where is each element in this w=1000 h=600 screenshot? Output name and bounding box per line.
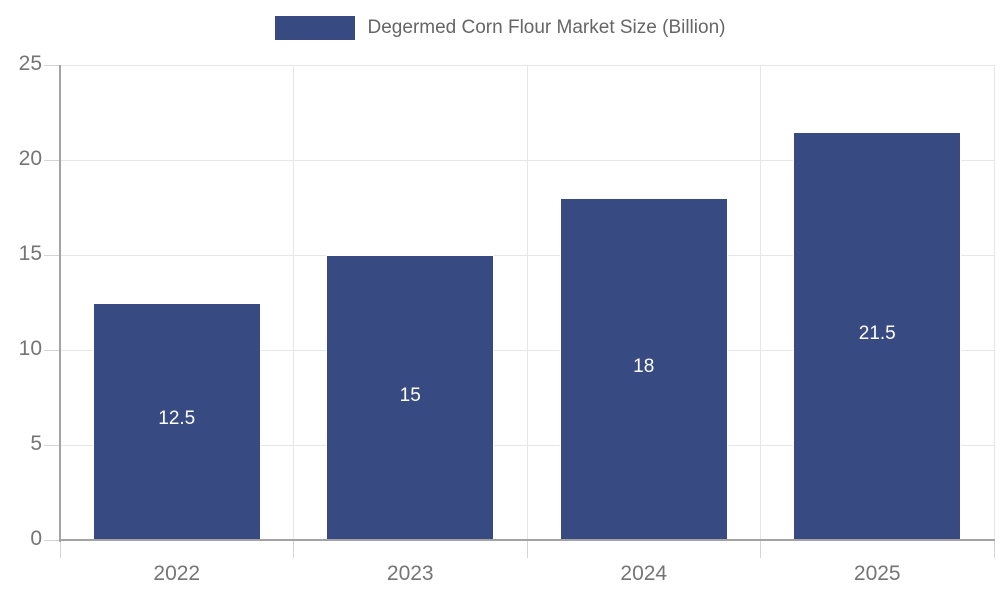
y-axis-line: [59, 65, 61, 542]
bar[interactable]: [559, 198, 728, 540]
x-axis-tick-label: 2023: [386, 562, 434, 585]
y-axis-tick-label: 0: [30, 527, 42, 550]
y-axis-tick-label: 25: [18, 52, 42, 75]
legend-item[interactable]: Degermed Corn Flour Market Size (Billion…: [274, 16, 726, 40]
legend: Degermed Corn Flour Market Size (Billion…: [0, 16, 1000, 40]
bar[interactable]: [793, 131, 962, 540]
gridline-vertical: [760, 65, 761, 540]
gridline-vertical: [293, 65, 294, 540]
plot-right-border: [993, 65, 995, 540]
y-axis-tick: [44, 349, 60, 351]
x-axis-tick: [59, 540, 61, 558]
y-axis-tick: [44, 539, 60, 541]
y-axis-tick: [44, 444, 60, 446]
y-axis-tick-label: 10: [18, 337, 42, 360]
y-axis-tick-label: 15: [18, 242, 42, 265]
x-axis-tick: [293, 540, 294, 558]
bar-value-label: 12.5: [158, 408, 196, 430]
bar[interactable]: [326, 255, 495, 540]
bar-value-label: 18: [633, 356, 655, 377]
x-axis-tick-label: 2022: [153, 562, 201, 585]
legend-label: Degermed Corn Flour Market Size (Billion…: [367, 17, 726, 38]
bar-value-label: 15: [399, 384, 421, 406]
bar-value-label: 21.5: [858, 322, 896, 344]
bar[interactable]: [92, 302, 261, 540]
x-axis-tick: [993, 540, 995, 558]
y-axis-tick-label: 20: [18, 147, 42, 170]
y-axis-tick: [44, 64, 60, 66]
x-axis-tick: [760, 540, 761, 558]
x-axis-tick: [526, 540, 528, 558]
legend-swatch-icon: [274, 16, 355, 40]
y-axis-tick-label: 5: [30, 432, 42, 455]
y-axis-tick: [44, 254, 60, 256]
y-axis-tick: [44, 159, 60, 161]
x-axis-tick-label: 2025: [853, 562, 901, 585]
x-axis-tick-label: 2024: [620, 562, 668, 585]
x-axis-line: [59, 539, 995, 541]
gridline-vertical: [526, 65, 528, 540]
